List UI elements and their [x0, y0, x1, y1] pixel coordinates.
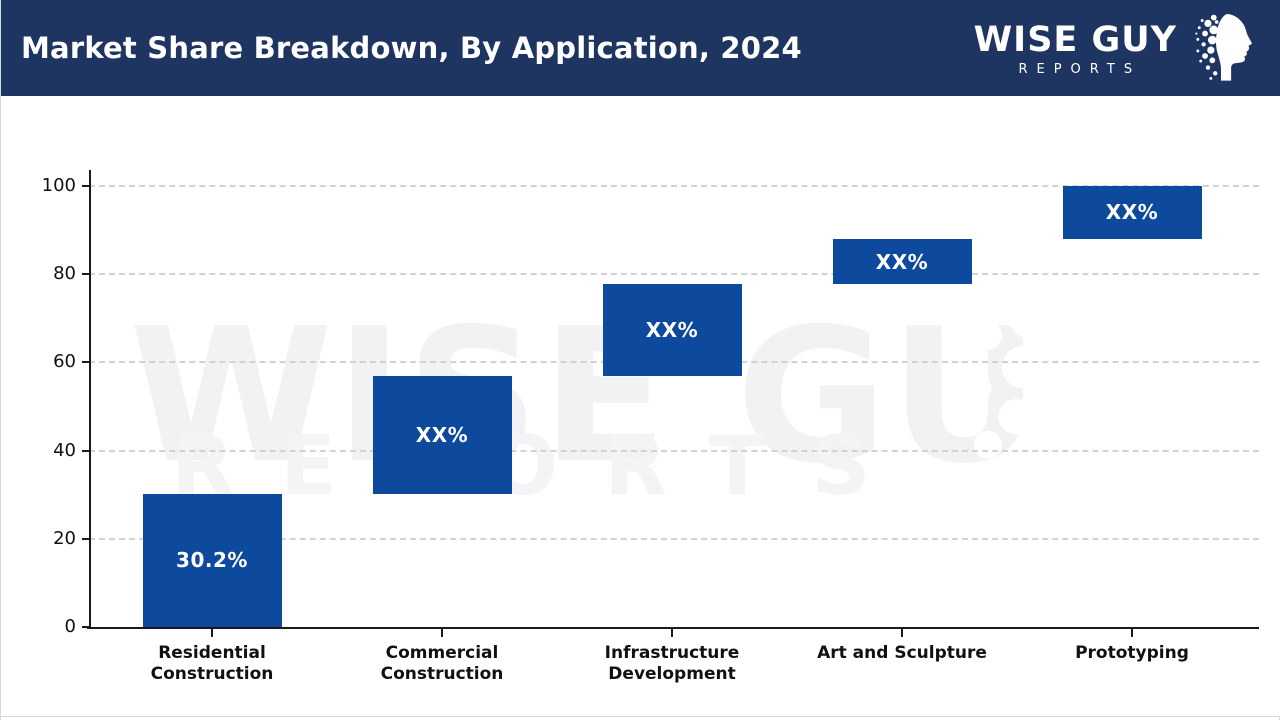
wiseguy-logo-text: WISE GUY REPORTS	[973, 20, 1177, 78]
bar-4: XX%	[832, 238, 972, 285]
x-tick-mark	[441, 629, 443, 637]
bar-label: XX%	[415, 422, 469, 447]
x-tick-mark	[901, 629, 903, 637]
bar-3: XX%	[602, 284, 742, 376]
gridline-20	[89, 537, 1259, 540]
y-tick-mark	[82, 626, 89, 628]
x-tick-mark	[671, 629, 673, 637]
page-title: Market Share Breakdown, By Application, …	[21, 31, 802, 65]
bottom-border-line	[1, 716, 1280, 717]
wiseguy-logo-face-icon: #face-shape path, #face-shape circle { f…	[1195, 13, 1253, 81]
bar-label: XX%	[1105, 200, 1159, 225]
wiseguy-logo-name: WISE GUY	[973, 20, 1177, 60]
y-tick-mark	[82, 449, 89, 452]
y-axis	[89, 170, 91, 629]
x-category-label: Residential Construction	[150, 643, 274, 685]
gridline-80	[89, 273, 1259, 276]
x-tick-mark	[1131, 629, 1133, 637]
y-tick-label: 0	[64, 616, 76, 637]
x-axis	[87, 627, 1259, 629]
bar-label: XX%	[645, 317, 699, 342]
bar-1: 30.2%	[142, 493, 282, 627]
x-category-label: Prototyping	[1075, 643, 1189, 663]
y-tick-label: 20	[53, 527, 76, 549]
wiseguy-logo: WISE GUY REPORTS	[974, 7, 1255, 89]
x-tick-mark	[211, 629, 213, 637]
y-tick-label: 40	[53, 439, 76, 461]
y-tick-label: 100	[41, 175, 76, 196]
bar-label: XX%	[875, 249, 929, 274]
y-tick-label: 80	[53, 263, 76, 285]
y-tick-mark	[82, 361, 89, 364]
y-tick-label: 60	[53, 351, 76, 373]
bar-2: XX%	[372, 375, 512, 494]
bar-label: 30.2%	[176, 548, 248, 573]
x-category-label: Art and Sculpture	[817, 643, 987, 663]
bar-5: XX%	[1062, 186, 1202, 239]
chart-area: WISE GUY REPORTS 0 20 40 60 80 100 30.2% Reside…	[1, 96, 1280, 716]
x-category-label: Infrastructure Development	[604, 643, 740, 685]
gridline-40	[89, 449, 1259, 452]
y-tick-mark	[82, 537, 89, 540]
y-tick-mark	[82, 185, 89, 187]
y-tick-mark	[82, 273, 89, 276]
wiseguy-logo-subtitle: REPORTS	[1018, 62, 1142, 77]
header: Market Share Breakdown, By Application, …	[1, 0, 1280, 96]
watermark-text-reports: REPORTS	[171, 419, 917, 514]
gridline-100	[89, 185, 1259, 187]
x-category-label: Commercial Construction	[380, 643, 504, 685]
